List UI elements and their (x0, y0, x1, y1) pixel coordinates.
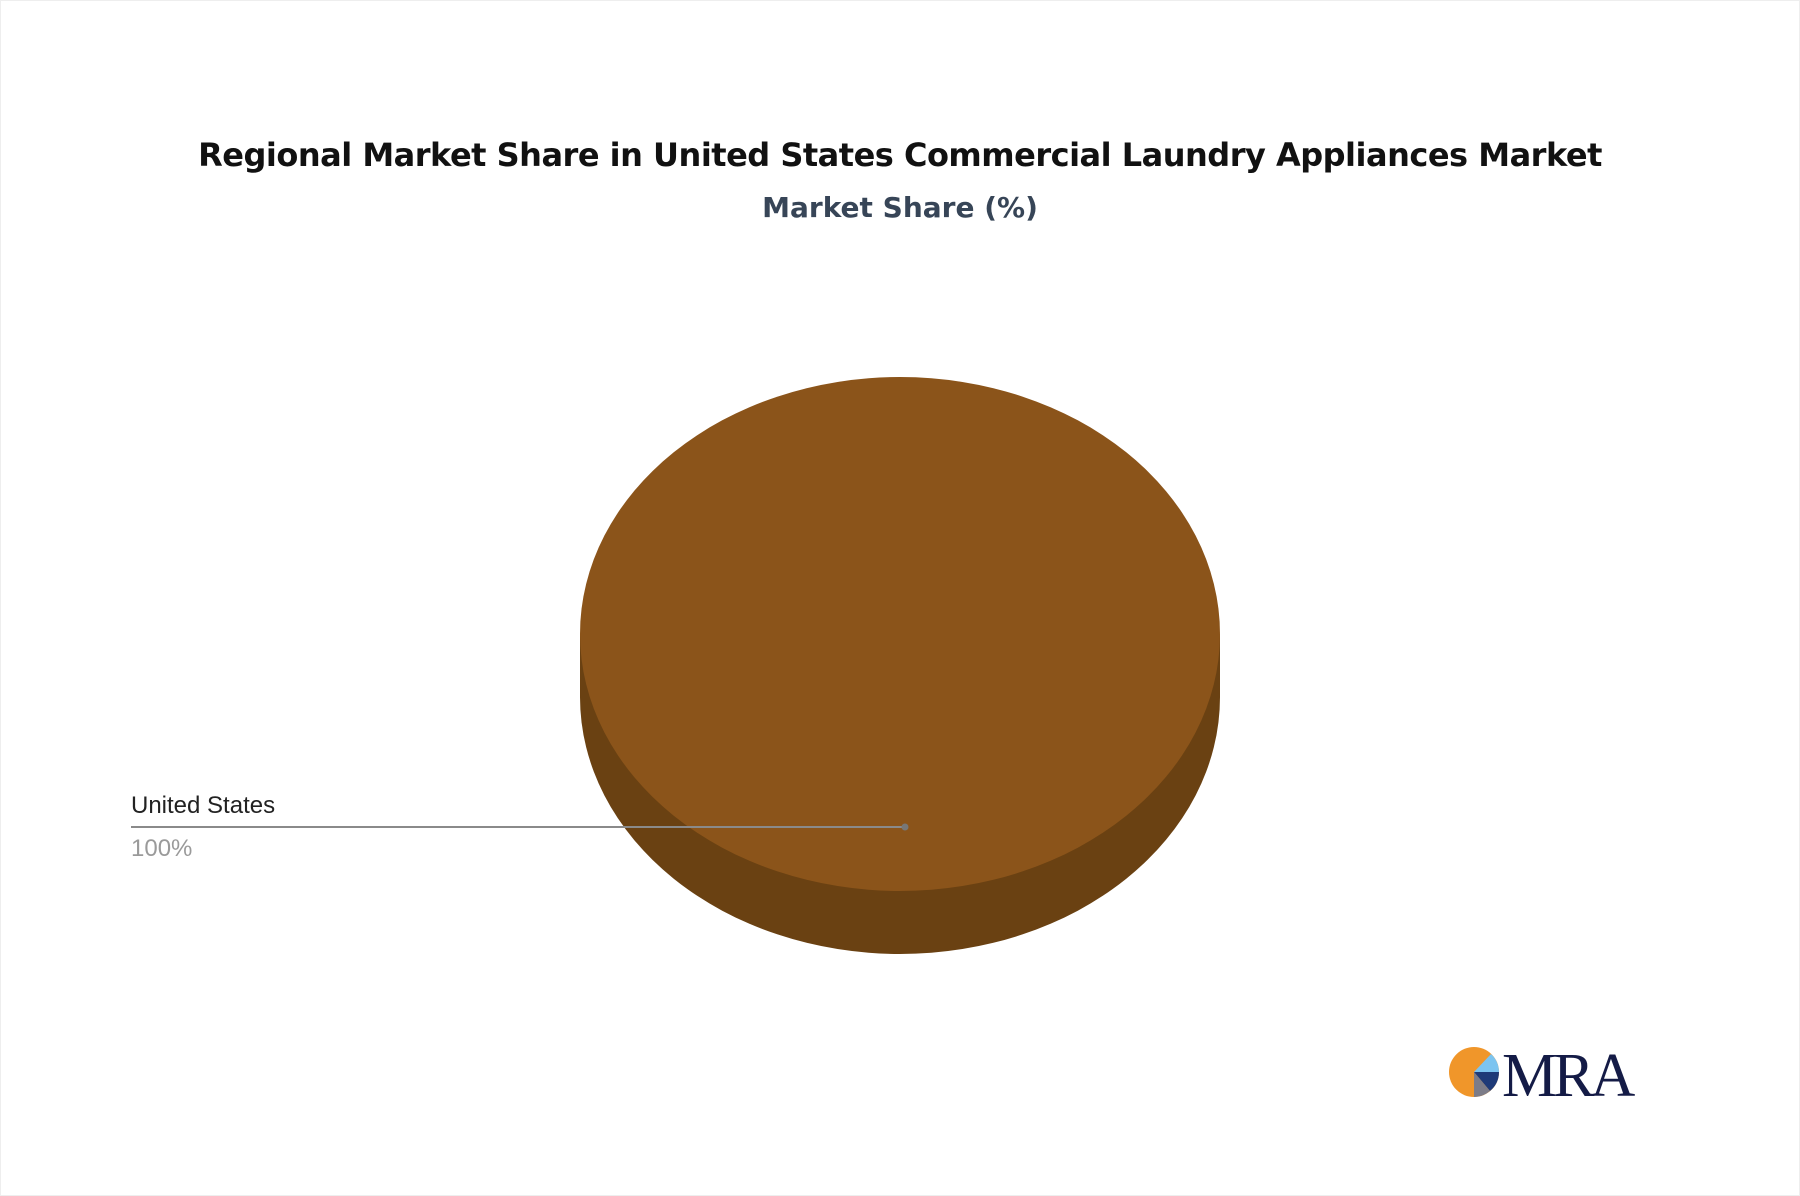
chart-title: Regional Market Share in United States C… (198, 136, 1602, 174)
svg-text:MRA: MRA (1502, 1042, 1635, 1104)
slice-label: United States (131, 792, 275, 819)
label-leader-dot (901, 823, 909, 831)
chart-subtitle: Market Share (%) (762, 191, 1038, 224)
slice-value-label: 100% (131, 835, 192, 862)
mra-logo: MRA (1449, 1042, 1639, 1104)
pie-slice[interactable] (580, 377, 1220, 891)
